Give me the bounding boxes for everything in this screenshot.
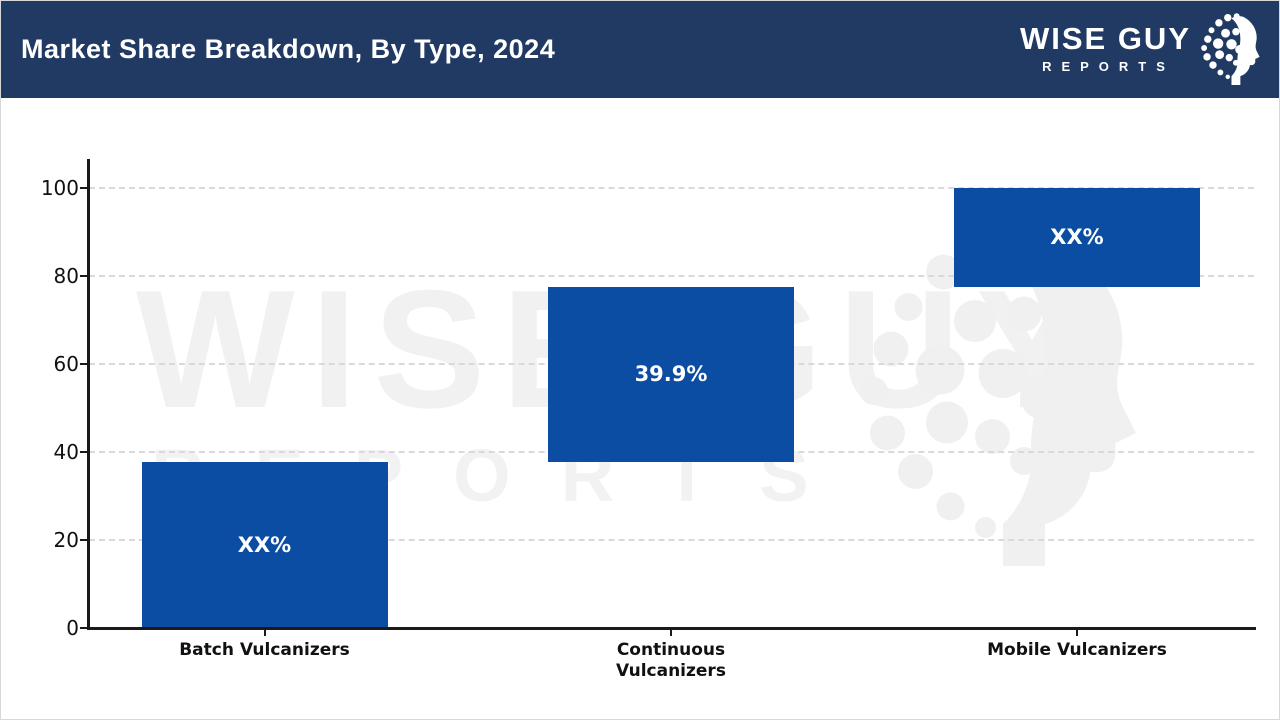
y-tick-mark-80 bbox=[80, 275, 87, 277]
x-axis-spine bbox=[87, 627, 1256, 630]
y-tick-mark-40 bbox=[80, 451, 87, 453]
x-tick-mark-0 bbox=[263, 629, 266, 636]
bar-value-label-2: XX% bbox=[1050, 225, 1104, 250]
y-tick-label-100: 100 bbox=[40, 176, 79, 200]
y-tick-mark-60 bbox=[80, 363, 87, 365]
gridline-80 bbox=[89, 275, 1254, 277]
y-tick-mark-20 bbox=[80, 539, 87, 541]
y-axis-spine bbox=[87, 159, 90, 629]
y-tick-label-0: 0 bbox=[66, 616, 79, 640]
y-tick-mark-100 bbox=[80, 187, 87, 189]
brand-logo: WISE GUY REPORTS bbox=[1020, 9, 1267, 87]
y-tick-label-60: 60 bbox=[53, 352, 79, 376]
page-title: Market Share Breakdown, By Type, 2024 bbox=[21, 34, 556, 64]
y-tick-label-40: 40 bbox=[53, 440, 79, 464]
dotted-face-icon bbox=[1193, 9, 1267, 87]
bar-value-label-1: 39.9% bbox=[634, 362, 708, 387]
x-category-label-0: Batch Vulcanizers bbox=[179, 640, 350, 660]
gridline-100 bbox=[89, 187, 1254, 189]
brand-name: WISE GUY bbox=[1019, 21, 1191, 56]
x-category-label-2: Mobile Vulcanizers bbox=[987, 640, 1167, 660]
y-tick-mark-0 bbox=[80, 627, 87, 629]
bar-value-label-0: XX% bbox=[237, 533, 292, 558]
bar-0: XX% bbox=[141, 462, 388, 628]
bar-2: XX% bbox=[954, 188, 1200, 287]
x-tick-mark-1 bbox=[670, 629, 672, 636]
x-tick-mark-2 bbox=[1076, 629, 1078, 636]
x-category-label-1: Continuous Vulcanizers bbox=[616, 640, 726, 681]
bar-1: 39.9% bbox=[548, 286, 794, 463]
brand-subtitle: REPORTS bbox=[1042, 59, 1175, 74]
y-tick-label-80: 80 bbox=[53, 264, 79, 288]
brand-logo-text: WISE GUY REPORTS bbox=[1019, 21, 1191, 75]
header: Market Share Breakdown, By Type, 2024 WI… bbox=[1, 1, 1279, 98]
y-tick-label-20: 20 bbox=[53, 528, 79, 552]
gridline-20 bbox=[89, 539, 1254, 541]
